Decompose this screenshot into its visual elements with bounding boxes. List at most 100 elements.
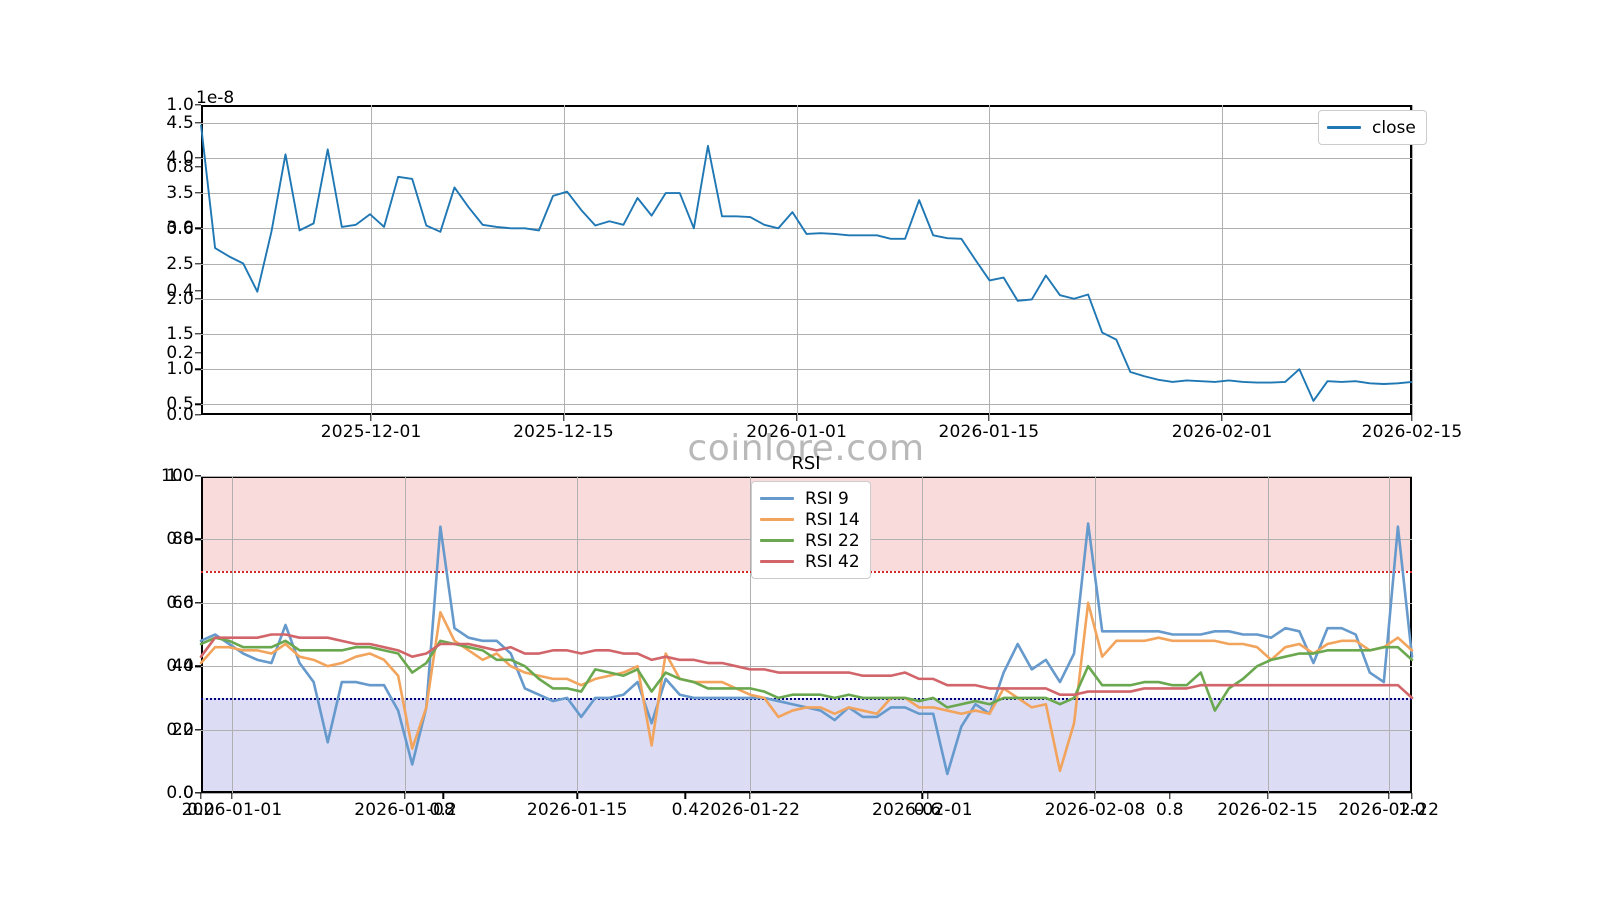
price-line-plot <box>200 124 1413 402</box>
rsi-x-tick-label: 2026-01-15 <box>526 800 628 820</box>
price-y-offset-text: 1e-8 <box>196 88 235 108</box>
rsi-x-tick-label: 2026-02-08 <box>1044 800 1146 820</box>
rsi-axes-bottom-spine <box>201 791 1412 793</box>
rsi-secondary-x-tickmark <box>1411 793 1413 799</box>
price-gridline-h <box>201 122 1412 124</box>
price-axes-right-spine <box>1410 105 1412 415</box>
rsi-gridline-v <box>749 476 751 793</box>
rsi-gridline-h <box>201 729 1412 731</box>
price-axes-left-spine <box>201 105 203 415</box>
rsi-x-tick-label: 2026-01-08 <box>354 800 455 820</box>
price-y-tick-label: 4.5 <box>166 112 194 133</box>
legend-color-swatch <box>760 539 794 542</box>
rsi-gridline-v <box>404 476 406 793</box>
rsi-y-tick-label: 60 <box>171 592 194 613</box>
price-gridline-h <box>201 298 1412 300</box>
price-secondary-y-tickmark <box>195 228 201 230</box>
price-x-tick-label: 2026-01-15 <box>938 422 1040 442</box>
rsi-secondary-x-tick-label: 0.2 <box>429 800 458 820</box>
rsi-x-tick-label: 2026-02-01 <box>871 800 973 820</box>
rsi-secondary-x-tickmark <box>926 793 929 799</box>
price-secondary-y-tickmark <box>195 104 201 106</box>
price-series-close <box>200 124 1413 402</box>
legend-entry-label: close <box>1372 117 1416 138</box>
rsi-axes-left-spine <box>201 476 203 793</box>
rsi-line-plot <box>199 522 1414 776</box>
price-y-tick-label: 2.5 <box>166 253 194 274</box>
price-secondary-y-tick-label: 0.8 <box>166 157 194 177</box>
rsi-secondary-y-tick-label: 0.0 <box>166 783 194 803</box>
price-x-tickmark <box>370 415 372 421</box>
legend-entry-label: RSI 42 <box>805 551 860 572</box>
legend-entry-label: RSI 14 <box>805 509 860 530</box>
price-x-tick-label: 2026-02-01 <box>1171 422 1273 442</box>
price-secondary-y-tick-label: 0.6 <box>166 219 194 239</box>
legend-entry: RSI 14 <box>760 509 860 530</box>
rsi-secondary-x-tickmark <box>684 793 687 799</box>
rsi-gridline-h <box>201 602 1412 604</box>
rsi-y-tick-label: 0 <box>182 783 194 803</box>
price-secondary-y-tickmark <box>195 290 201 292</box>
rsi-secondary-y-tick-label: 0.2 <box>166 719 194 740</box>
price-axes-bottom-spine <box>201 413 1412 415</box>
price-x-tickmark <box>562 415 565 421</box>
price-secondary-y-tick-label: 1.0 <box>166 95 194 115</box>
rsi-gridline-v <box>232 476 233 793</box>
price-gridline-h <box>201 193 1412 195</box>
price-gridline-h <box>201 263 1412 265</box>
price-chart-legend[interactable]: close <box>1318 110 1427 145</box>
rsi-secondary-x-tickmark <box>200 793 202 799</box>
price-gridline-v <box>1412 105 1413 415</box>
rsi-oversold-threshold-line <box>201 697 1412 700</box>
legend-entry: RSI 22 <box>760 530 860 551</box>
rsi-secondary-x-tick-label: 0.0 <box>187 800 215 820</box>
rsi-x-tick-label: 2026-02-22 <box>1338 800 1440 820</box>
price-gridline-v <box>796 105 798 415</box>
rsi-axes-right-spine <box>1410 476 1412 793</box>
price-y-tickmark <box>195 192 201 194</box>
rsi-gridline-h <box>201 666 1412 668</box>
rsi-chart-legend[interactable]: RSI 9 RSI 14 RSI 22 RSI 42 <box>751 481 871 579</box>
rsi-series-RSI-42 <box>199 633 1414 700</box>
rsi-secondary-y-tick-label: 0.4 <box>166 656 194 677</box>
rsi-chart-title: RSI <box>791 453 821 474</box>
price-y-tick-label: 3.0 <box>166 218 194 239</box>
rsi-x-tickmark <box>576 793 578 799</box>
rsi-secondary-y-tickmark <box>195 728 201 731</box>
price-y-tick-label: 0.5 <box>166 394 194 415</box>
price-y-tickmark <box>195 262 201 265</box>
price-x-tickmark <box>1411 415 1413 421</box>
price-x-tickmark <box>1221 415 1223 421</box>
price-gridline-v <box>988 105 990 415</box>
price-gridline-h <box>201 334 1412 335</box>
rsi-secondary-x-tickmark <box>442 793 444 799</box>
rsi-series-RSI-14 <box>199 601 1414 773</box>
price-x-tick-label: 2026-01-01 <box>746 422 848 442</box>
price-x-tick-label: 2025-12-01 <box>320 422 422 442</box>
rsi-secondary-x-tick-label: 0.4 <box>671 800 700 820</box>
rsi-y-tick-label: 100 <box>160 466 194 486</box>
rsi-secondary-y-tickmark <box>195 602 201 604</box>
rsi-secondary-y-tick-label: 1.0 <box>166 466 194 486</box>
rsi-secondary-y-tick-label: 0.8 <box>166 529 194 550</box>
rsi-secondary-y-tick-label: 0.6 <box>166 592 194 613</box>
rsi-secondary-y-tickmark <box>195 792 201 794</box>
price-y-tick-label: 1.5 <box>166 324 194 344</box>
rsi-gridline-v <box>577 476 579 793</box>
price-gridline-h <box>201 369 1412 371</box>
rsi-x-tick-label: 2026-01-01 <box>181 800 283 820</box>
price-secondary-y-tickmark <box>195 414 201 416</box>
legend-color-swatch <box>760 497 794 500</box>
rsi-y-tick-label: 20 <box>171 719 194 740</box>
rsi-x-tickmark <box>231 793 233 799</box>
rsi-secondary-x-tick-label: 0.8 <box>1155 800 1184 820</box>
legend-entry-label: RSI 22 <box>805 530 860 551</box>
rsi-x-tickmark <box>749 793 751 799</box>
legend-entry: RSI 9 <box>760 488 860 509</box>
rsi-gridline-v <box>922 476 924 793</box>
rsi-x-tickmark <box>1387 793 1390 799</box>
rsi-secondary-x-tickmark <box>1169 793 1171 799</box>
price-y-tick-label: 2.0 <box>166 288 194 309</box>
price-y-tickmark <box>195 368 201 370</box>
